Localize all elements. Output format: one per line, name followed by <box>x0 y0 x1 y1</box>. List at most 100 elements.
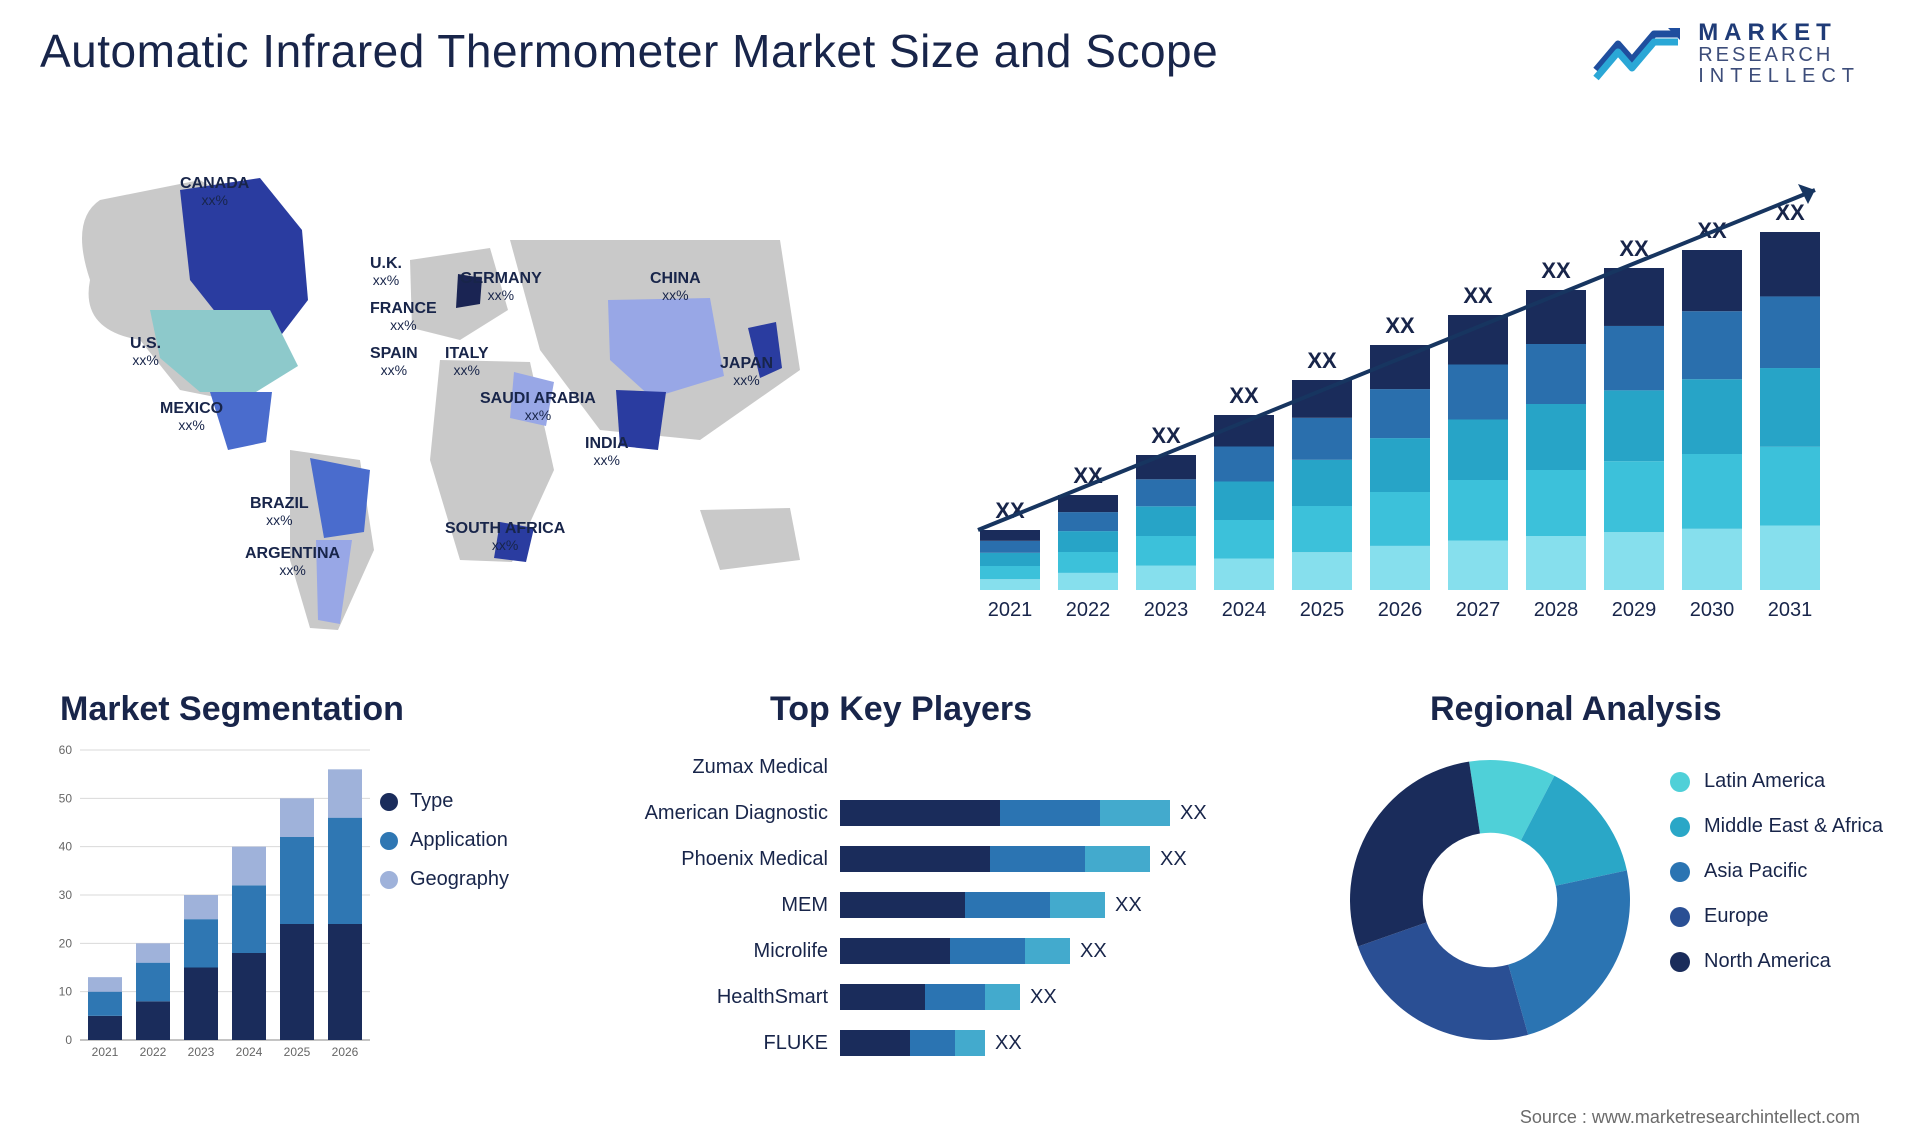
logo-text-3: INTELLECT <box>1698 66 1860 87</box>
map-label-u-k-: U.K.xx% <box>370 255 402 288</box>
legend-swatch-icon <box>1670 952 1690 972</box>
svg-text:2026: 2026 <box>332 1045 359 1059</box>
player-bar-segment <box>1085 846 1150 872</box>
map-label-saudi-arabia: SAUDI ARABIAxx% <box>480 390 596 423</box>
svg-text:2029: 2029 <box>1612 599 1657 621</box>
player-bar-segment <box>840 984 925 1010</box>
player-bar: XX <box>840 892 1280 918</box>
svg-text:40: 40 <box>59 840 73 854</box>
player-bar-segment <box>1000 800 1100 826</box>
player-bar-segment <box>955 1030 985 1056</box>
player-bar-segment <box>985 984 1020 1010</box>
regional-legend-item: North America <box>1670 950 1883 973</box>
svg-text:2028: 2028 <box>1534 599 1579 621</box>
player-name: Microlife <box>640 940 840 963</box>
svg-text:10: 10 <box>59 985 73 999</box>
player-name: HealthSmart <box>640 986 840 1009</box>
regional-heading: Regional Analysis <box>1430 690 1722 729</box>
svg-text:2030: 2030 <box>1690 599 1735 621</box>
player-value: XX <box>1080 940 1107 963</box>
player-bar-segment <box>910 1030 955 1056</box>
donut-slice <box>1350 762 1480 947</box>
player-name: Zumax Medical <box>640 756 840 779</box>
svg-text:2027: 2027 <box>1456 599 1501 621</box>
map-label-canada: CANADAxx% <box>180 175 249 208</box>
regional-legend-item: Latin America <box>1670 770 1883 793</box>
regional-legend-item: Europe <box>1670 905 1883 928</box>
player-bar: XX <box>840 800 1280 826</box>
svg-text:30: 30 <box>59 888 73 902</box>
legend-label: Asia Pacific <box>1704 860 1807 883</box>
key-players-chart: Zumax MedicalAmerican DiagnosticXXPhoeni… <box>640 744 1280 1066</box>
player-bar-segment <box>950 938 1025 964</box>
svg-text:XX: XX <box>1385 313 1415 338</box>
logo-text-1: MARKET <box>1698 20 1860 45</box>
regional-donut <box>1330 740 1650 1060</box>
svg-text:20: 20 <box>59 936 73 950</box>
legend-swatch-icon <box>380 793 398 811</box>
player-bar: XX <box>840 846 1280 872</box>
legend-swatch-icon <box>1670 772 1690 792</box>
player-name: American Diagnostic <box>640 802 840 825</box>
svg-text:2022: 2022 <box>1066 599 1111 621</box>
segmentation-legend-item: Application <box>380 829 509 852</box>
legend-swatch-icon <box>1670 862 1690 882</box>
player-bar-segment <box>840 938 950 964</box>
segmentation-legend-item: Type <box>380 790 509 813</box>
map-label-u-s-: U.S.xx% <box>130 335 161 368</box>
player-bar-segment <box>965 892 1050 918</box>
player-bar: XX <box>840 984 1280 1010</box>
svg-text:2031: 2031 <box>1768 599 1813 621</box>
player-value: XX <box>1030 986 1057 1009</box>
map-label-germany: GERMANYxx% <box>460 270 542 303</box>
svg-text:2021: 2021 <box>988 599 1033 621</box>
svg-text:2026: 2026 <box>1378 599 1423 621</box>
legend-swatch-icon <box>1670 817 1690 837</box>
brand-logo: MARKET RESEARCH INTELLECT <box>1592 20 1860 87</box>
svg-text:2023: 2023 <box>1144 599 1189 621</box>
map-label-mexico: MEXICOxx% <box>160 400 223 433</box>
player-value: XX <box>995 1032 1022 1055</box>
svg-text:50: 50 <box>59 791 73 805</box>
legend-label: Europe <box>1704 905 1769 928</box>
keyplayers-heading: Top Key Players <box>770 690 1032 729</box>
page-title: Automatic Infrared Thermometer Market Si… <box>40 24 1218 78</box>
legend-label: Application <box>410 829 508 852</box>
logo-text-2: RESEARCH <box>1698 45 1860 66</box>
svg-text:2024: 2024 <box>1222 599 1267 621</box>
regional-legend-item: Middle East & Africa <box>1670 815 1883 838</box>
legend-swatch-icon <box>380 871 398 889</box>
player-bar-segment <box>1025 938 1070 964</box>
segmentation-heading: Market Segmentation <box>60 690 404 729</box>
svg-text:2024: 2024 <box>236 1045 263 1059</box>
player-bar <box>840 754 1280 780</box>
segmentation-chart: 0102030405060202120222023202420252026 <box>40 740 380 1070</box>
legend-label: Geography <box>410 868 509 891</box>
player-bar-segment <box>1100 800 1170 826</box>
svg-text:0: 0 <box>65 1033 72 1047</box>
svg-text:2025: 2025 <box>1300 599 1345 621</box>
svg-text:XX: XX <box>1229 383 1259 408</box>
player-bar-segment <box>840 800 1000 826</box>
svg-text:2025: 2025 <box>284 1045 311 1059</box>
map-label-argentina: ARGENTINAxx% <box>245 545 340 578</box>
legend-label: Type <box>410 790 453 813</box>
player-row: American Diagnostic XX <box>640 790 1280 836</box>
player-name: FLUKE <box>640 1032 840 1055</box>
svg-text:XX: XX <box>1307 348 1337 373</box>
regional-legend-item: Asia Pacific <box>1670 860 1883 883</box>
map-label-china: CHINAxx% <box>650 270 701 303</box>
player-value: XX <box>1180 802 1207 825</box>
player-bar-segment <box>1050 892 1105 918</box>
svg-text:2021: 2021 <box>92 1045 119 1059</box>
player-row: MEMXX <box>640 882 1280 928</box>
map-label-brazil: BRAZILxx% <box>250 495 309 528</box>
world-map: CANADAxx% U.S.xx% MEXICOxx% BRAZILxx% ARGENT… <box>60 130 860 660</box>
player-name: Phoenix Medical <box>640 848 840 871</box>
player-name: MEM <box>640 894 840 917</box>
map-label-spain: SPAINxx% <box>370 345 418 378</box>
source-text: Source : www.marketresearchintellect.com <box>1520 1107 1860 1128</box>
legend-swatch-icon <box>1670 907 1690 927</box>
map-label-italy: ITALYxx% <box>445 345 489 378</box>
player-row: Microlife XX <box>640 928 1280 974</box>
